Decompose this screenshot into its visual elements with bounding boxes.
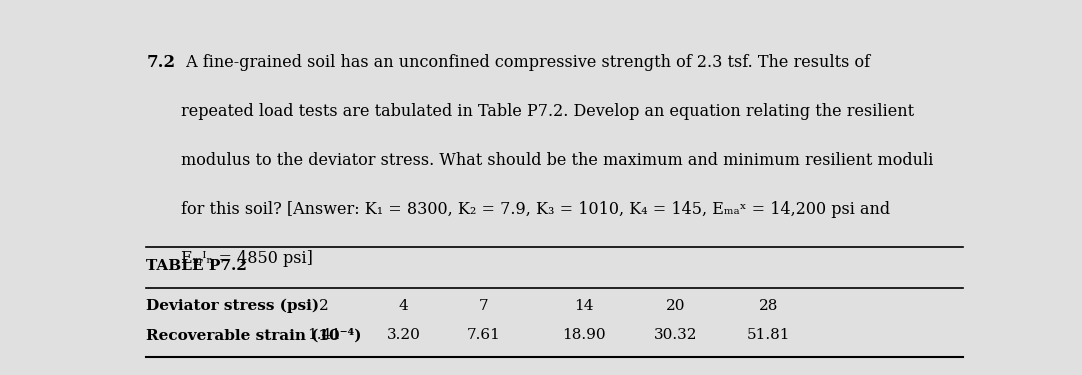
Text: Deviator stress (psi): Deviator stress (psi) [146, 299, 319, 314]
Text: Eₘᴵₙ = 4850 psi]: Eₘᴵₙ = 4850 psi] [182, 250, 314, 267]
Text: 30.32: 30.32 [655, 328, 698, 342]
Text: 51.81: 51.81 [747, 328, 790, 342]
Text: repeated load tests are tabulated in Table P7.2. Develop an equation relating th: repeated load tests are tabulated in Tab… [182, 103, 914, 120]
Text: 7.61: 7.61 [466, 328, 500, 342]
Text: 7: 7 [478, 299, 488, 313]
Text: 2: 2 [319, 299, 329, 313]
Text: 18.90: 18.90 [562, 328, 606, 342]
Text: modulus to the deviator stress. What should be the maximum and minimum resilient: modulus to the deviator stress. What sho… [182, 152, 934, 169]
Text: 14: 14 [575, 299, 594, 313]
Text: for this soil? [Answer: K₁ = 8300, K₂ = 7.9, K₃ = 1010, K₄ = 145, Eₘₐˣ = 14,200 : for this soil? [Answer: K₁ = 8300, K₂ = … [182, 201, 890, 218]
Text: 28: 28 [758, 299, 778, 313]
Text: 4: 4 [398, 299, 409, 313]
Text: TABLE P7.2: TABLE P7.2 [146, 259, 247, 273]
Text: 7.2: 7.2 [146, 54, 175, 70]
Text: A fine-grained soil has an unconfined compressive strength of 2.3 tsf. The resul: A fine-grained soil has an unconfined co… [182, 54, 871, 70]
Text: 3.20: 3.20 [386, 328, 421, 342]
Text: 1.41: 1.41 [307, 328, 341, 342]
Text: Recoverable strain (10⁻⁴): Recoverable strain (10⁻⁴) [146, 328, 361, 342]
Text: 20: 20 [667, 299, 686, 313]
